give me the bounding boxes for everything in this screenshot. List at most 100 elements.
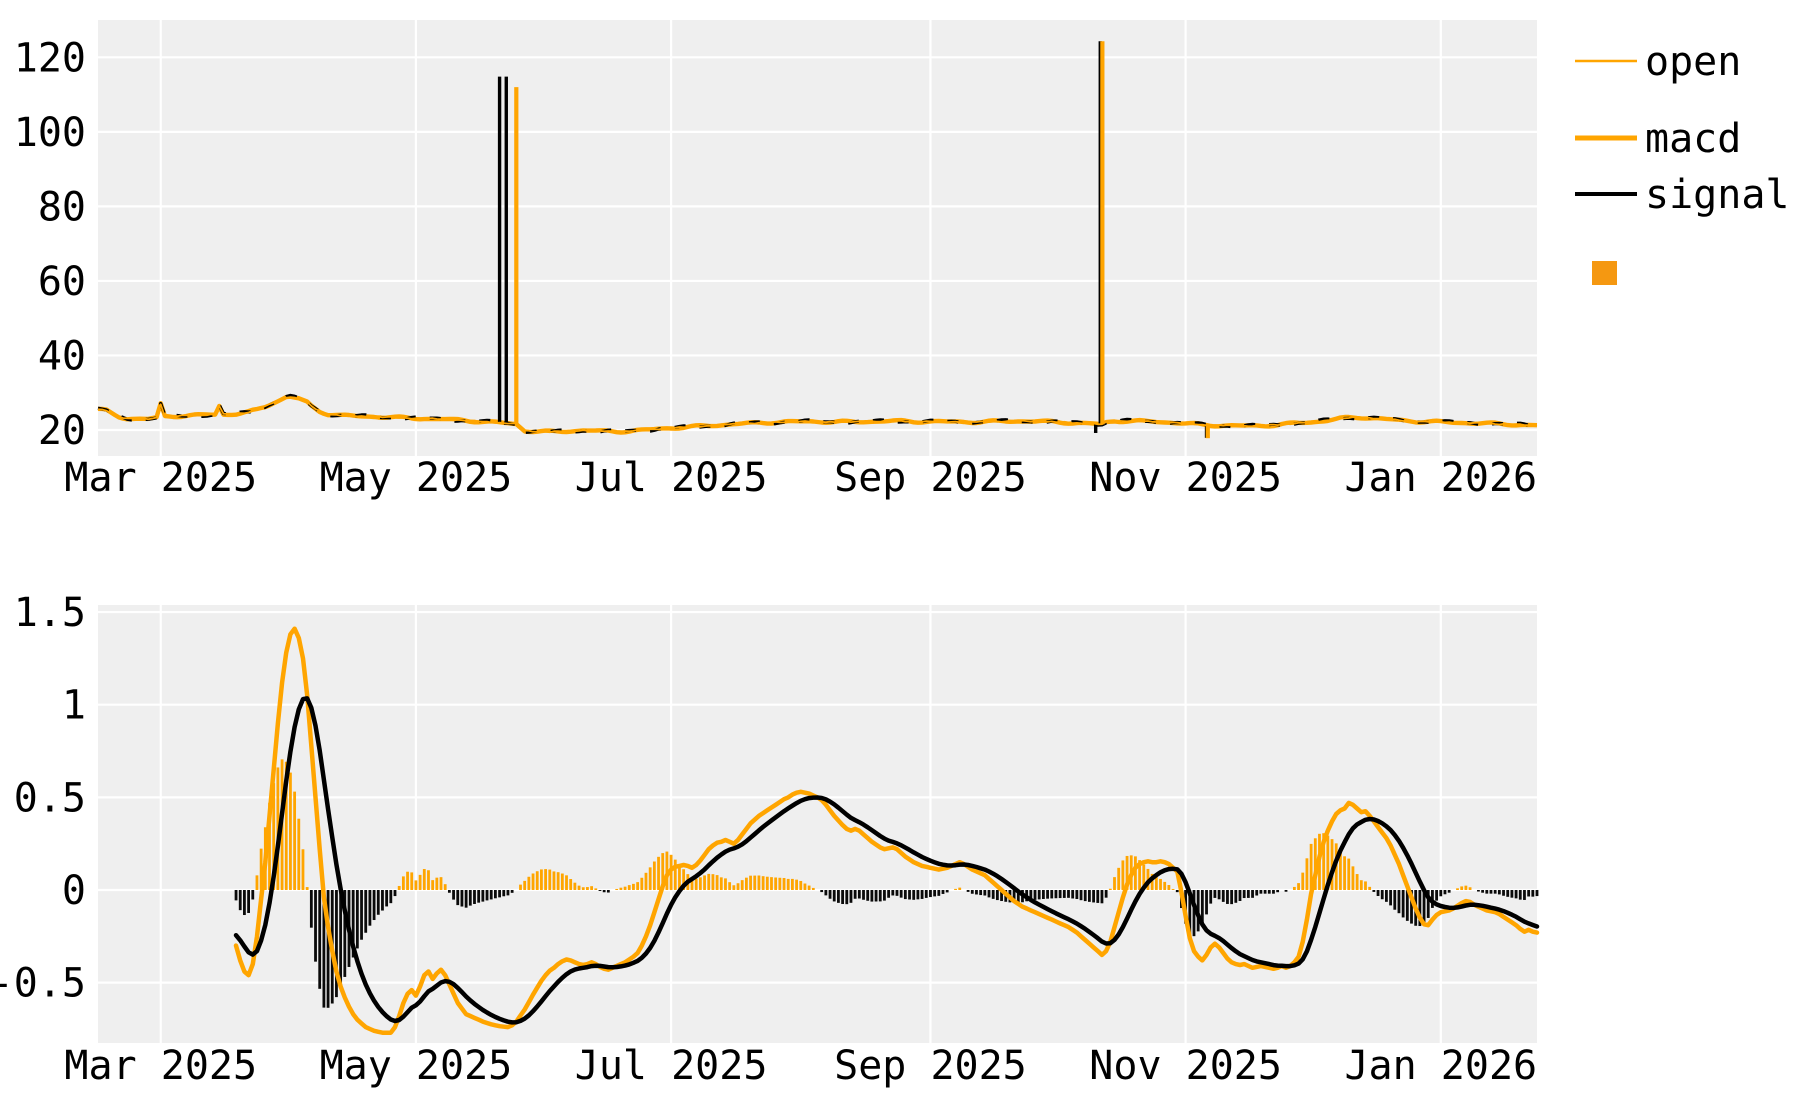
histogram-bar-negative bbox=[360, 890, 363, 940]
histogram-bar-positive bbox=[795, 879, 798, 890]
histogram-bar-positive bbox=[1121, 860, 1125, 890]
histogram-bar-negative bbox=[1380, 890, 1384, 900]
histogram-bar-positive bbox=[652, 861, 656, 890]
histogram-bar-negative bbox=[1242, 890, 1246, 899]
histogram-bar-positive bbox=[552, 871, 556, 890]
histogram-bar-negative bbox=[1238, 890, 1242, 901]
histogram-bar-negative bbox=[1376, 890, 1380, 896]
histogram-bar-negative bbox=[908, 890, 911, 900]
histogram-bar-negative bbox=[1255, 890, 1259, 896]
histogram-bar-negative bbox=[1523, 890, 1526, 900]
x-tick-label: May 2025 bbox=[320, 455, 513, 501]
histogram-bar-negative bbox=[983, 890, 987, 896]
histogram-bar-positive bbox=[556, 872, 560, 890]
legend-item-open: open bbox=[1575, 39, 1741, 85]
histogram-bar-positive bbox=[703, 875, 706, 890]
histogram-bar-negative bbox=[1443, 890, 1447, 895]
histogram-bar-positive bbox=[1305, 858, 1309, 890]
histogram-bar-negative bbox=[1058, 890, 1062, 899]
histogram-bar-negative bbox=[966, 890, 970, 892]
histogram-bar-negative bbox=[933, 890, 937, 897]
open-line bbox=[97, 396, 1538, 434]
histogram-bar-negative bbox=[447, 890, 451, 893]
legend-item-signal: signal bbox=[1575, 172, 1790, 218]
histogram-bar-negative bbox=[368, 890, 372, 926]
histogram-bar-positive bbox=[1364, 881, 1367, 890]
histogram-bar-negative bbox=[1485, 890, 1489, 894]
histogram-bar-negative bbox=[941, 890, 945, 894]
histogram-bar-positive bbox=[1464, 885, 1468, 890]
histogram-bar-positive bbox=[765, 876, 769, 890]
histogram-bar-negative bbox=[1205, 890, 1208, 915]
histogram-bar-positive bbox=[297, 818, 301, 890]
histogram-bar-negative bbox=[1397, 890, 1401, 914]
histogram-bar-positive bbox=[1355, 874, 1359, 890]
histogram-bar-negative bbox=[1016, 890, 1020, 903]
histogram-bar-negative bbox=[473, 890, 476, 904]
histogram-bar-negative bbox=[1104, 890, 1108, 898]
histogram-bar-positive bbox=[698, 877, 702, 890]
histogram-bar-negative bbox=[1041, 890, 1045, 899]
histogram-bar-positive bbox=[632, 883, 635, 890]
histogram-bar-negative bbox=[1251, 890, 1254, 898]
histogram-legend-swatch bbox=[1592, 261, 1617, 285]
histogram-bar-negative bbox=[899, 890, 903, 898]
histogram-bar-negative bbox=[832, 890, 836, 902]
histogram-bar-positive bbox=[1297, 883, 1300, 890]
histogram-bar-positive bbox=[749, 875, 752, 890]
histogram-bar-positive bbox=[811, 887, 815, 890]
histogram-bar-negative bbox=[243, 890, 246, 916]
histogram-bar-negative bbox=[903, 890, 907, 900]
histogram-bar-negative bbox=[606, 890, 610, 893]
histogram-bar-positive bbox=[640, 877, 644, 890]
histogram-bar-negative bbox=[1213, 890, 1217, 898]
histogram-bar-negative bbox=[1276, 890, 1280, 893]
x-tick-label: Jan 2026 bbox=[1344, 455, 1537, 501]
histogram-bar-positive bbox=[410, 872, 414, 890]
histogram-bar-positive bbox=[293, 791, 297, 890]
histogram-bar-negative bbox=[456, 890, 460, 906]
histogram-bar-positive bbox=[1338, 849, 1342, 890]
histogram-bar-negative bbox=[1502, 890, 1505, 896]
histogram-bar-positive bbox=[1167, 885, 1171, 890]
histogram-bar-negative bbox=[460, 890, 464, 907]
histogram-bar-negative bbox=[1221, 890, 1225, 902]
signal-line bbox=[233, 696, 1540, 1025]
histogram-bar-negative bbox=[326, 890, 330, 1008]
histogram-bar-positive bbox=[397, 885, 401, 890]
histogram-bar-positive bbox=[581, 887, 585, 890]
histogram-bar-negative bbox=[828, 890, 832, 899]
histogram-bar-negative bbox=[339, 890, 343, 988]
histogram-bar-negative bbox=[477, 890, 481, 903]
histogram-bar-positive bbox=[724, 878, 727, 890]
x-tick-label: Sep 2025 bbox=[834, 1043, 1027, 1089]
histogram-bar-positive bbox=[1154, 877, 1158, 890]
histogram-bar-negative bbox=[335, 890, 338, 998]
histogram-bar-positive bbox=[627, 885, 631, 890]
histogram-bar-negative bbox=[1493, 890, 1497, 894]
y-tick-label: 80 bbox=[38, 184, 86, 230]
histogram-bar-negative bbox=[891, 890, 895, 896]
histogram-bar-negative bbox=[849, 890, 853, 903]
histogram-bar-positive bbox=[682, 869, 686, 890]
histogram-bar-negative bbox=[937, 890, 941, 896]
histogram-bar-positive bbox=[1343, 856, 1346, 890]
histogram-bar-negative bbox=[1200, 890, 1204, 927]
histogram-bar-positive bbox=[623, 886, 627, 890]
x-tick-label: Mar 2025 bbox=[64, 1043, 257, 1089]
histogram-bar-negative bbox=[1267, 890, 1271, 894]
histogram-bar-positive bbox=[644, 872, 648, 890]
histogram-bar-positive bbox=[1159, 878, 1162, 890]
histogram-bar-negative bbox=[1246, 890, 1250, 898]
histogram-bar-positive bbox=[439, 877, 443, 890]
histogram-bar-positive bbox=[1460, 886, 1464, 890]
histogram-bar-positive bbox=[1113, 877, 1116, 890]
histogram-bar-negative bbox=[845, 890, 849, 905]
histogram-bar-positive bbox=[1150, 873, 1154, 890]
histogram-bar-positive bbox=[648, 867, 652, 890]
histogram-bar-negative bbox=[251, 890, 255, 900]
histogram-bar-positive bbox=[1117, 867, 1121, 890]
histogram-bar-negative bbox=[1389, 890, 1392, 906]
macd-panel: -0.5 0 0.5 1 1.5 Mar 2025 May 2025 Jul 2025 Sep … bbox=[0, 590, 1540, 1089]
histogram-bar-negative bbox=[598, 890, 602, 891]
